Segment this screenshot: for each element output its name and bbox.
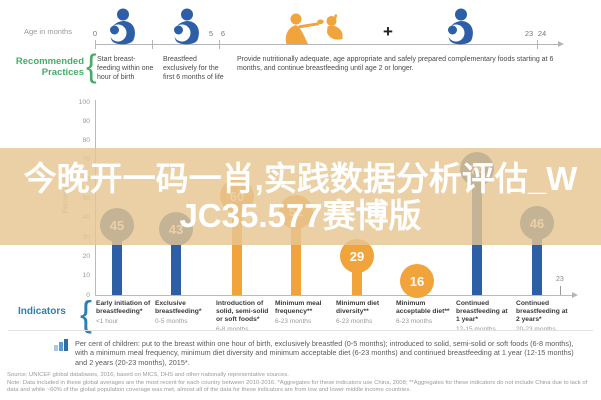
lollipop-bar xyxy=(232,196,242,295)
y-tick-label: 100 xyxy=(78,98,90,106)
lollipop-bar xyxy=(532,223,542,295)
indicator-name: Introduction of solid, semi-solid or sof… xyxy=(216,300,269,323)
indicator-name: Continued breastfeeding at 2 years* xyxy=(516,300,568,323)
age-tick-mark xyxy=(219,40,220,49)
indicator-age-range: 0-5 months xyxy=(155,318,188,325)
indicator-age-range: 20-23 months xyxy=(516,326,572,334)
indicator-column: Introduction of solid, semi-solid or sof… xyxy=(216,300,272,334)
practice-text: Start breast-feeding within one hour of … xyxy=(97,56,154,81)
indicator-column: Minimum acceptable diet** 6-23 months xyxy=(396,300,452,326)
x-axis-line xyxy=(95,295,572,296)
age-tick-label: 23 xyxy=(524,29,534,38)
chart-caption: Per cent of children: put to the breast … xyxy=(75,339,574,367)
lollipop-bar xyxy=(291,211,301,295)
indicators-brace: { xyxy=(80,293,93,334)
age-axis-label: Age in months xyxy=(24,27,72,36)
age-tick-mark xyxy=(95,40,96,49)
lollipop-bar xyxy=(112,225,122,295)
indicator-age-range: 6-23 months xyxy=(396,318,433,325)
indicator-name: Minimum diet diversity** xyxy=(336,300,380,315)
watermark-text-line: 今晚开一码一肖,实践数据分析评估_W xyxy=(23,159,578,197)
age-tick-label: 5 xyxy=(208,29,214,38)
age-tick-label: 6 xyxy=(220,29,226,38)
practice-text: Breastfeed exclusively for the first 6 m… xyxy=(163,56,224,81)
recommended-practices-brace: { xyxy=(86,48,97,84)
nursing-mother-icon xyxy=(447,8,473,45)
y-tick-label: 20 xyxy=(82,252,90,260)
indicators-label: Indicators xyxy=(18,306,66,317)
indicator-column: Minimum meal frequency** 6-23 months xyxy=(275,300,331,326)
indicator-age-range: 6-8 months xyxy=(216,326,272,334)
value-bubble: 16 xyxy=(400,264,434,299)
y-tick-label: 80 xyxy=(82,137,90,145)
source-note: Source: UNICEF global databases, 2016, b… xyxy=(7,372,289,378)
age-tick-mark xyxy=(152,40,153,49)
indicator-name: Continued breastfeeding at 1 year* xyxy=(456,300,508,323)
plus-separator: + xyxy=(383,22,393,41)
complementary-feeding-icon xyxy=(285,13,343,44)
indicator-column: Minimum diet diversity** 6-23 months xyxy=(336,300,392,326)
indicator-age-range: 6-23 months xyxy=(275,318,312,325)
y-tick-label: 0 xyxy=(86,291,90,299)
x-axis-end-label: 23 xyxy=(556,276,564,283)
nursing-mother-icon xyxy=(109,8,135,45)
indicator-column: Exclusive breastfeeding* 0-5 months xyxy=(155,300,211,326)
indicator-column: Early initiation of breastfeeding* <1 hou… xyxy=(96,300,152,326)
age-axis-line xyxy=(95,44,559,45)
y-tick-label: 90 xyxy=(82,117,90,125)
indicator-column: Continued breastfeeding at 2 years* 20-23… xyxy=(516,300,572,334)
x-axis-end-tick xyxy=(560,286,561,295)
nursing-mother-icon xyxy=(173,8,199,45)
age-axis-arrow-icon xyxy=(558,41,564,47)
lollipop-bar xyxy=(352,256,362,295)
practice-text: Provide nutritionally adequate, age appr… xyxy=(237,56,554,72)
indicator-name: Exclusive breastfeeding* xyxy=(155,300,202,315)
bar-chart-icon xyxy=(54,338,70,351)
methodology-note: Note: Data included in these global aver… xyxy=(7,379,588,393)
age-tick-mark xyxy=(537,40,538,49)
indicator-age-range: <1 hour xyxy=(96,318,119,325)
indicator-name: Early initiation of breastfeeding* xyxy=(96,300,151,315)
watermark-banner: 今晚开一码一肖,实践数据分析评估_W JC35.577赛博版 xyxy=(0,148,601,245)
age-tick-label: 24 xyxy=(537,29,547,38)
indicator-column: Continued breastfeeding at 1 year* 12-15 … xyxy=(456,300,512,334)
y-tick-label: 10 xyxy=(82,272,90,280)
indicator-age-range: 12-15 months xyxy=(456,326,512,334)
recommended-practices-label: Recommended Practices xyxy=(15,56,84,78)
indicator-age-range: 6-23 months xyxy=(336,318,373,325)
footer-divider xyxy=(8,330,593,331)
lollipop-bar xyxy=(171,229,181,295)
watermark-text-line: JC35.577赛博版 xyxy=(179,196,422,234)
indicator-name: Minimum meal frequency** xyxy=(275,300,322,315)
age-tick-label: 0 xyxy=(92,29,98,38)
indicator-name: Minimum acceptable diet** xyxy=(396,300,450,315)
x-axis-arrow-icon xyxy=(572,292,578,298)
